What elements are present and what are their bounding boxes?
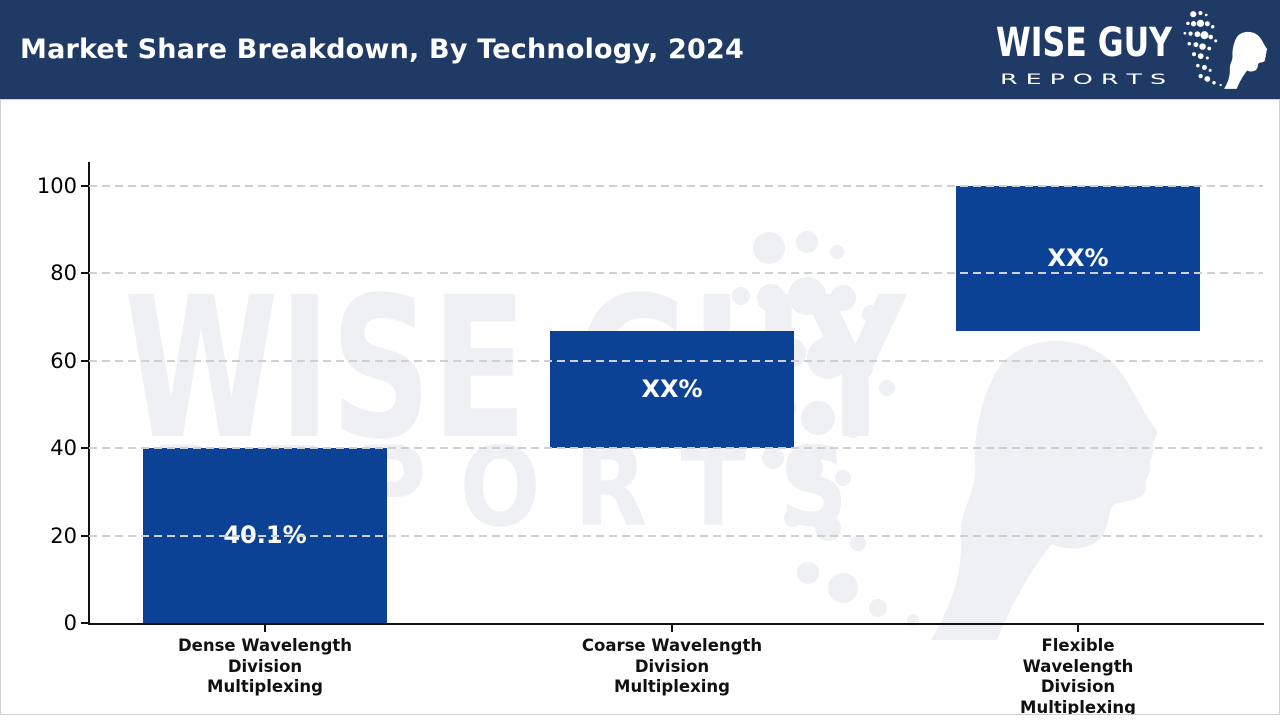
x-axis-line	[88, 623, 1264, 625]
x-category-label: Dense Wavelength Division Multiplexing	[177, 636, 353, 696]
header: Market Share Breakdown, By Technology, 2…	[0, 0, 1280, 99]
wise-guy-logo: WISE GUY R E P O R T S	[994, 8, 1270, 92]
y-tick-label: 100	[36, 173, 77, 198]
bar-value-label: XX%	[1047, 244, 1109, 273]
page-title: Market Share Breakdown, By Technology, 2…	[20, 34, 745, 65]
x-category-label: Flexible Wavelength Division Multiplexin…	[1020, 636, 1136, 715]
y-tick-label: 20	[50, 523, 77, 548]
x-tick	[1077, 625, 1079, 632]
y-tick-label: 40	[50, 436, 77, 460]
y-gridline	[89, 534, 1263, 537]
x-category-label: Coarse Wavelength Division Multiplexing	[581, 636, 763, 696]
x-tick	[264, 625, 266, 632]
chart-area: 40.1% Dense Wavelength Division Multiplex…	[1, 100, 1279, 714]
logo-face-icon	[1183, 10, 1268, 89]
logo-wordmark: WISE GUY R E P O R T S	[996, 20, 1173, 88]
y-tick-label: 0	[63, 611, 77, 635]
y-axis-line	[88, 162, 90, 625]
y-tick-label: 60	[50, 348, 77, 373]
logo-line1: WISE GUY	[996, 20, 1173, 66]
y-tick-mark	[81, 534, 89, 537]
bar	[550, 331, 794, 448]
y-tick-label: 80	[50, 261, 77, 285]
y-gridline	[89, 359, 1263, 362]
y-gridline	[89, 272, 1263, 274]
y-gridline	[89, 447, 1263, 449]
y-tick-mark	[81, 272, 89, 274]
bar-value-label: XX%	[641, 375, 703, 404]
chart-card: WISE GUY R E P O R T S 40.1% Dense Wavele…	[0, 99, 1280, 715]
y-tick-mark	[81, 184, 89, 187]
bar	[956, 185, 1200, 332]
y-tick-mark	[81, 447, 89, 449]
y-gridline	[89, 184, 1263, 187]
y-tick-mark	[81, 359, 89, 362]
logo-line2: R E P O R T S	[1000, 72, 1166, 88]
y-tick-mark	[81, 622, 89, 624]
x-tick	[671, 625, 673, 632]
